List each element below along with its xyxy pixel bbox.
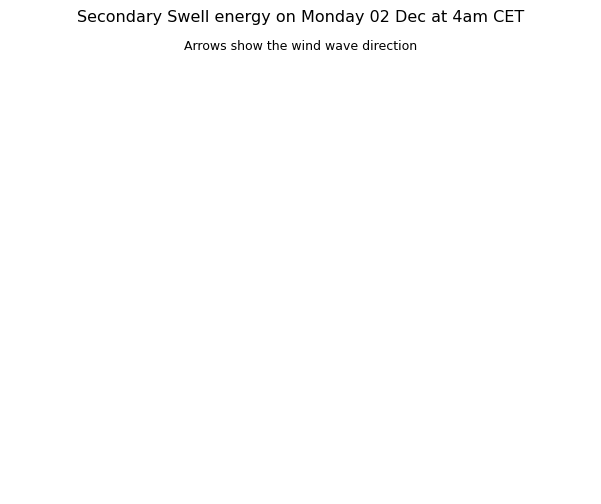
Text: cartopy required: cartopy required [219,272,382,290]
Text: Secondary Swell energy on Monday 02 Dec at 4am CET: Secondary Swell energy on Monday 02 Dec … [77,10,524,25]
Text: Arrows show the wind wave direction: Arrows show the wind wave direction [184,40,417,53]
